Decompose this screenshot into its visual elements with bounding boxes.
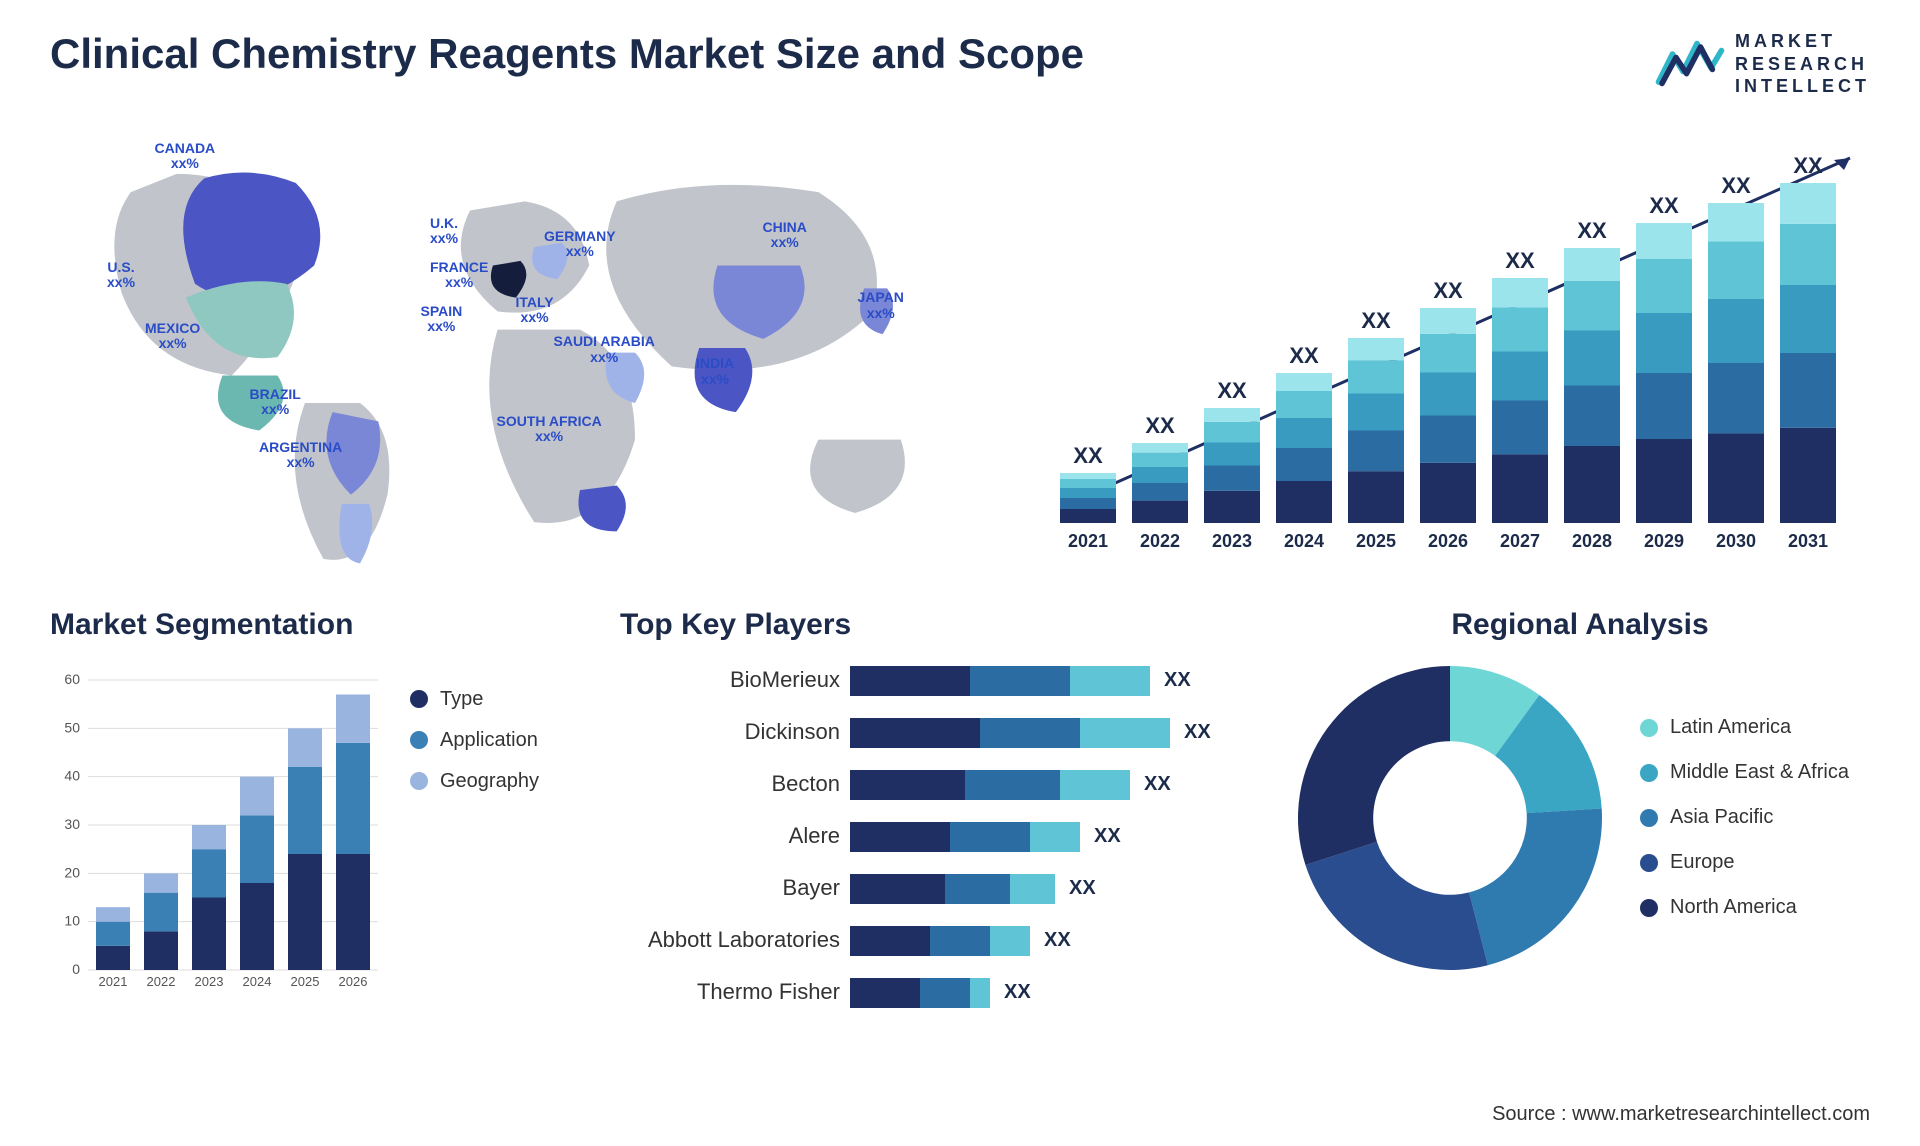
svg-text:10: 10 — [64, 912, 80, 928]
logo-text-1: MARKET — [1735, 30, 1870, 53]
player-bar-row: XX — [850, 766, 1250, 804]
svg-text:2022: 2022 — [1140, 531, 1180, 551]
country-label: MEXICOxx% — [145, 321, 200, 352]
svg-text:2024: 2024 — [243, 974, 272, 989]
player-label: Becton — [772, 766, 841, 804]
players-title: Top Key Players — [620, 608, 1250, 642]
svg-text:2021: 2021 — [1068, 531, 1108, 551]
svg-text:XX: XX — [1577, 218, 1607, 243]
country-label: INDIAxx% — [696, 356, 734, 387]
country-label: FRANCExx% — [430, 260, 488, 291]
svg-text:XX: XX — [1433, 278, 1463, 303]
svg-text:XX: XX — [1721, 173, 1751, 198]
svg-text:XX: XX — [1649, 193, 1679, 218]
player-bar-row: XX — [850, 870, 1250, 908]
player-bar-row: XX — [850, 662, 1250, 700]
logo-text-3: INTELLECT — [1735, 75, 1870, 98]
legend-item: Middle East & Africa — [1640, 761, 1849, 784]
player-label: Dickinson — [745, 714, 840, 752]
svg-text:50: 50 — [64, 719, 80, 735]
player-bar-row: XX — [850, 714, 1250, 752]
player-value: XX — [1069, 877, 1096, 900]
player-value: XX — [1144, 773, 1171, 796]
svg-text:XX: XX — [1073, 443, 1103, 468]
brand-logo-mark — [1655, 31, 1725, 96]
legend-item: North America — [1640, 896, 1849, 919]
svg-text:2023: 2023 — [195, 974, 224, 989]
svg-text:60: 60 — [64, 671, 80, 687]
svg-text:2021: 2021 — [99, 974, 128, 989]
player-value: XX — [1004, 981, 1031, 1004]
country-label: BRAZILxx% — [250, 387, 301, 418]
world-map-panel: CANADAxx% U.S.xx% MEXICOxx% BRAZILxx% ARGENT… — [50, 128, 1000, 568]
player-value: XX — [1044, 929, 1071, 952]
svg-text:0: 0 — [72, 961, 80, 977]
brand-logo: MARKET RESEARCH INTELLECT — [1655, 30, 1870, 98]
svg-text:2030: 2030 — [1716, 531, 1756, 551]
svg-text:2026: 2026 — [1428, 531, 1468, 551]
forecast-bar-chart: XX 2021 XX 2022 XX 2023 XX 2024 XX 2025 XX 2026 XX 20… — [1040, 128, 1870, 568]
regional-donut-chart — [1290, 658, 1610, 978]
player-value: XX — [1094, 825, 1121, 848]
player-label: BioMerieux — [730, 662, 840, 700]
regional-title: Regional Analysis — [1290, 608, 1870, 642]
country-label: CANADAxx% — [155, 141, 216, 172]
player-label: Thermo Fisher — [697, 974, 840, 1012]
player-value: XX — [1184, 721, 1211, 744]
country-label: SPAINxx% — [421, 304, 463, 335]
country-label: GERMANYxx% — [544, 229, 616, 260]
svg-text:2022: 2022 — [147, 974, 176, 989]
players-bar-chart: XX XX XX XX XX XX XX — [850, 658, 1250, 1012]
svg-text:2023: 2023 — [1212, 531, 1252, 551]
country-label: SAUDI ARABIAxx% — [554, 334, 655, 365]
svg-text:40: 40 — [64, 767, 80, 783]
svg-text:2031: 2031 — [1788, 531, 1828, 551]
source-attribution: Source : www.marketresearchintellect.com — [1492, 1103, 1870, 1126]
svg-text:2029: 2029 — [1644, 531, 1684, 551]
svg-text:30: 30 — [64, 816, 80, 832]
legend-item: Geography — [410, 770, 539, 793]
svg-text:XX: XX — [1793, 153, 1823, 178]
player-bar-row: XX — [850, 922, 1250, 960]
legend-item: Latin America — [1640, 716, 1849, 739]
svg-text:2027: 2027 — [1500, 531, 1540, 551]
svg-text:20: 20 — [64, 864, 80, 880]
segmentation-bar-chart: 0 10 20 30 40 50 60 2021 2022 2023 2024 2025 2026 — [50, 658, 390, 998]
legend-item: Asia Pacific — [1640, 806, 1849, 829]
country-label: U.K.xx% — [430, 216, 458, 247]
players-labels: BioMerieux Dickinson Becton Alere Bayer Abbot… — [620, 658, 840, 1012]
country-label: ARGENTINAxx% — [259, 440, 342, 471]
segmentation-legend: Type Application Geography — [410, 658, 539, 793]
player-label: Abbott Laboratories — [648, 922, 840, 960]
svg-text:XX: XX — [1217, 378, 1247, 403]
svg-text:2025: 2025 — [291, 974, 320, 989]
player-value: XX — [1164, 669, 1191, 692]
legend-item: Type — [410, 688, 539, 711]
player-bar-row: XX — [850, 818, 1250, 856]
player-label: Bayer — [783, 870, 840, 908]
svg-text:XX: XX — [1505, 248, 1535, 273]
logo-text-2: RESEARCH — [1735, 53, 1870, 76]
svg-text:XX: XX — [1361, 308, 1391, 333]
country-label: JAPANxx% — [858, 290, 904, 321]
svg-text:2028: 2028 — [1572, 531, 1612, 551]
country-label: ITALYxx% — [516, 295, 554, 326]
country-label: U.S.xx% — [107, 260, 135, 291]
country-label: CHINAxx% — [763, 220, 807, 251]
regional-legend: Latin America Middle East & Africa Asia Pa… — [1640, 716, 1849, 919]
forecast-chart-panel: XX 2021 XX 2022 XX 2023 XX 2024 XX 2025 XX 2026 XX 20… — [1040, 128, 1870, 568]
legend-item: Europe — [1640, 851, 1849, 874]
page-title: Clinical Chemistry Reagents Market Size … — [50, 30, 1084, 78]
svg-text:2024: 2024 — [1284, 531, 1324, 551]
svg-text:XX: XX — [1145, 413, 1175, 438]
player-bar-row: XX — [850, 974, 1250, 1012]
legend-item: Application — [410, 729, 539, 752]
player-label: Alere — [789, 818, 840, 856]
country-label: SOUTH AFRICAxx% — [497, 414, 602, 445]
svg-text:2025: 2025 — [1356, 531, 1396, 551]
segmentation-title: Market Segmentation — [50, 608, 580, 642]
svg-text:2026: 2026 — [339, 974, 368, 989]
svg-text:XX: XX — [1289, 343, 1319, 368]
